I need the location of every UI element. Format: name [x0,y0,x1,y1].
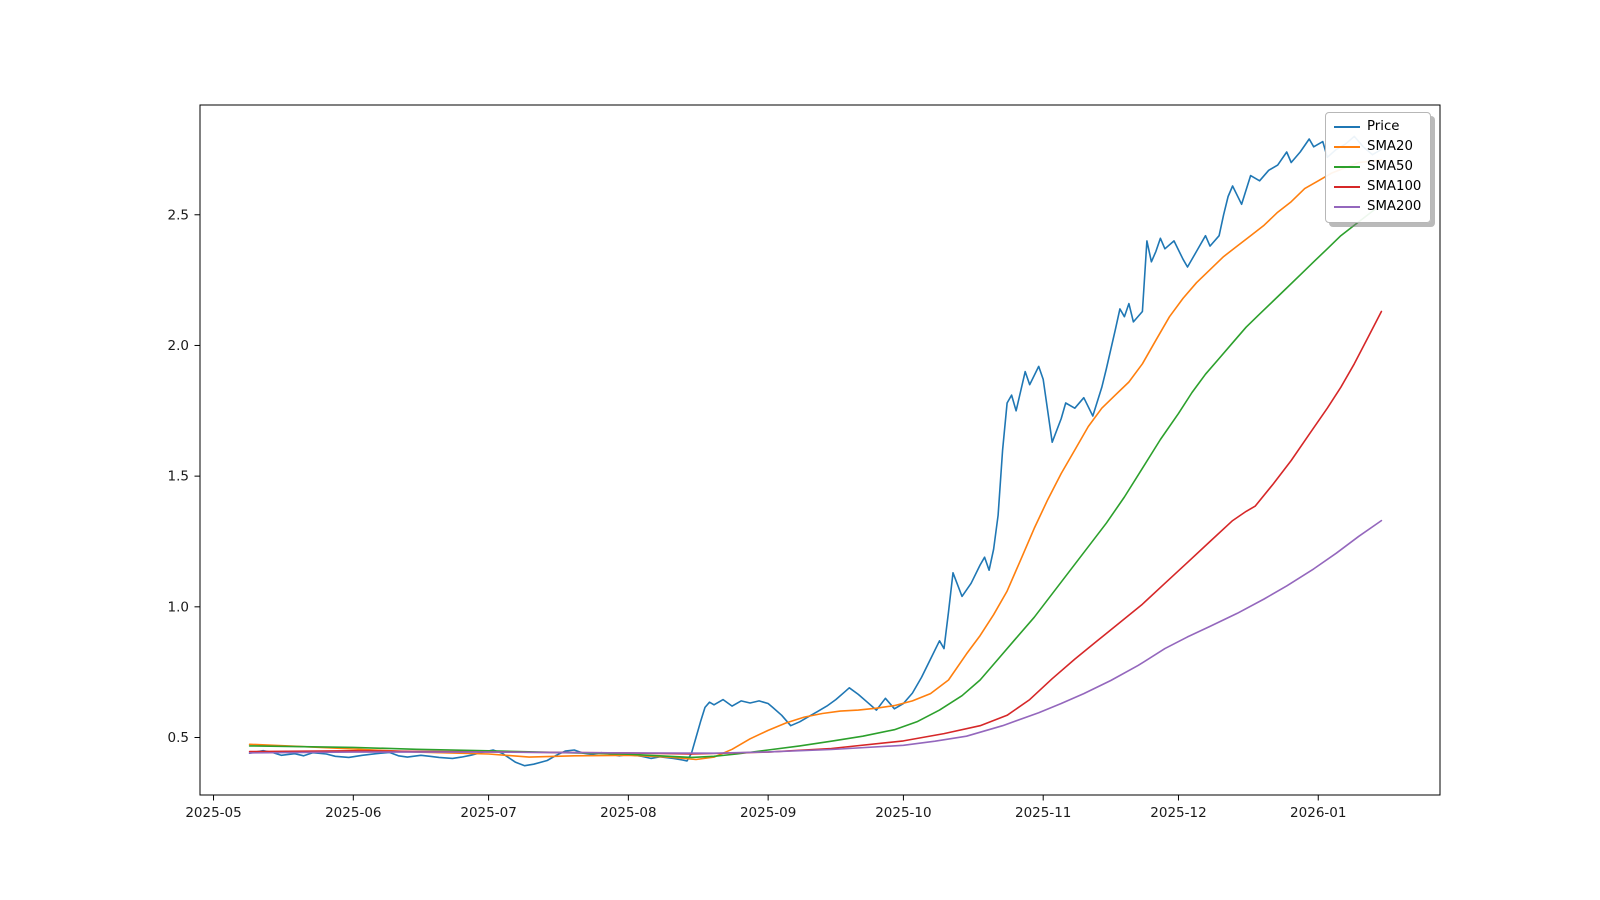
x-tick-label: 2025-05 [185,805,241,821]
y-tick-label: 2.5 [168,207,189,223]
y-tick-label: 0.5 [168,730,189,746]
x-tick-label: 2026-01 [1290,805,1346,821]
x-tick-label: 2025-08 [600,805,656,821]
sma20-line [248,159,1383,761]
legend-line-swatch [1334,126,1360,128]
legend-item: SMA200 [1334,199,1421,215]
legend-line-swatch [1334,206,1360,208]
legend-item: SMA20 [1334,139,1421,155]
x-tick-label: 2025-06 [325,805,381,821]
legend-item: SMA50 [1334,159,1421,175]
x-tick-label: 2025-09 [740,805,796,821]
plot-border [199,104,1441,796]
x-tick-label: 2025-11 [1015,805,1071,821]
x-tick-label: 2025-12 [1150,805,1206,821]
y-tick-label: 2.0 [168,338,189,354]
y-tick-label: 1.5 [168,469,189,485]
legend: Price SMA20 SMA50 SMA100 SMA200 [1325,112,1432,223]
y-tick-label: 1.0 [168,599,189,615]
legend-label: SMA20 [1367,139,1413,154]
sma50-line [248,203,1383,759]
price-line [248,135,1383,767]
legend-item: SMA100 [1334,179,1421,195]
legend-line-swatch [1334,146,1360,148]
legend-line-swatch [1334,186,1360,188]
x-tick-label: 2025-07 [460,805,516,821]
sma200-line [248,519,1383,755]
x-tick-label: 2025-10 [875,805,931,821]
legend-item: Price [1334,119,1421,135]
legend-line-swatch [1334,166,1360,168]
legend-label: SMA50 [1367,159,1413,174]
sma100-line [248,310,1383,755]
legend-label: SMA100 [1367,179,1422,194]
legend-label: Price [1367,119,1400,134]
legend-label: SMA200 [1367,199,1422,214]
